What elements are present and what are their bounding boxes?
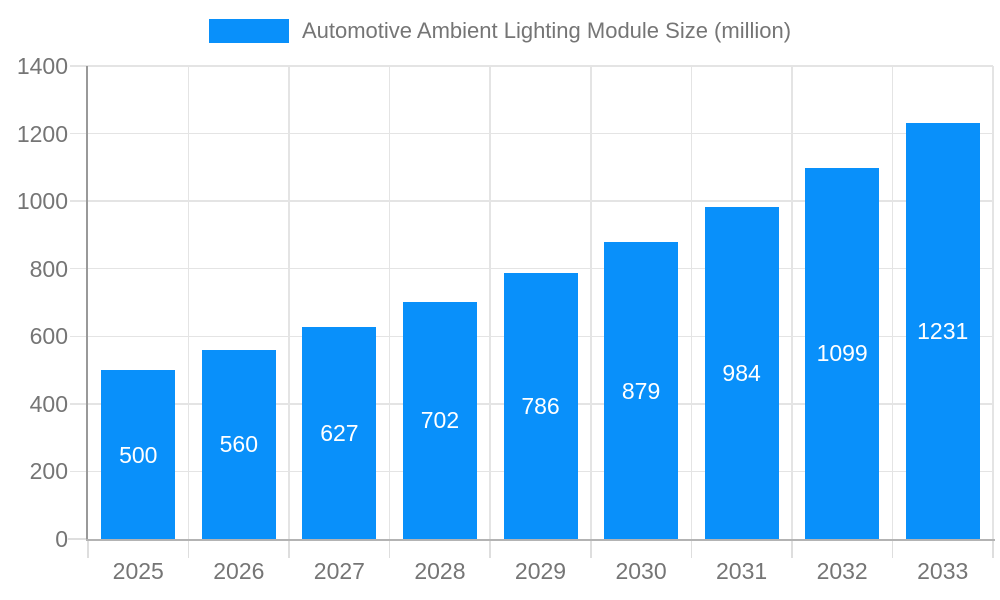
- y-axis-label: 1400: [16, 53, 68, 79]
- x-axis-label: 2027: [313, 558, 365, 584]
- bar[interactable]: [503, 273, 578, 539]
- x-axis-tick: [590, 541, 592, 558]
- gridline-vertical: [690, 66, 693, 539]
- x-axis-label: 2026: [213, 558, 265, 584]
- legend-swatch-icon: [208, 19, 289, 43]
- y-axis-label: 1200: [16, 120, 68, 147]
- x-axis-label: 2031: [716, 558, 768, 584]
- bar[interactable]: [402, 301, 477, 539]
- bar-value-label: 1231: [917, 318, 969, 345]
- y-axis-label: 800: [29, 255, 68, 282]
- bar[interactable]: [604, 242, 679, 539]
- bar[interactable]: [201, 349, 276, 539]
- y-axis-label: 0: [55, 526, 68, 552]
- legend: Automotive Ambient Lighting Module Size …: [0, 17, 1000, 45]
- bar[interactable]: [805, 167, 880, 539]
- x-axis-tick: [992, 541, 994, 558]
- bar-value-label: 560: [219, 431, 259, 458]
- y-axis-label: 600: [29, 323, 68, 350]
- bar-value-label: 500: [119, 441, 158, 468]
- bar-value-label: 879: [621, 377, 661, 404]
- x-axis-tick: [690, 541, 693, 558]
- legend-item[interactable]: Automotive Ambient Lighting Module Size …: [208, 18, 792, 43]
- gridline-horizontal: [70, 200, 993, 202]
- gridline-vertical: [388, 66, 391, 539]
- x-axis-label: 2032: [816, 558, 868, 584]
- bar[interactable]: [302, 327, 377, 539]
- x-axis-tick: [288, 541, 290, 558]
- x-axis-tick: [891, 541, 894, 558]
- x-axis-label: 2030: [615, 558, 667, 584]
- gridline-vertical: [187, 66, 190, 539]
- gridline-horizontal: [70, 267, 993, 270]
- gridline-vertical: [288, 66, 290, 539]
- x-axis-tick: [87, 541, 89, 558]
- bar[interactable]: [905, 123, 980, 539]
- gridline-vertical: [489, 66, 491, 539]
- x-axis-tick: [388, 541, 391, 558]
- legend-label: Automotive Ambient Lighting Module Size …: [301, 18, 792, 43]
- bar-value-label: 984: [722, 359, 761, 386]
- x-axis-tick: [187, 541, 190, 558]
- y-axis-line: [86, 66, 88, 541]
- gridline-vertical: [992, 66, 994, 539]
- gridline-horizontal: [70, 65, 993, 67]
- y-axis-tick: [68, 538, 87, 540]
- x-axis-label: 2025: [112, 558, 164, 584]
- gridline-vertical: [791, 66, 793, 539]
- bar-value-label: 627: [320, 420, 359, 447]
- bar-value-label: 702: [420, 407, 460, 434]
- bar-value-label: 786: [521, 393, 560, 420]
- y-axis-label: 400: [29, 390, 68, 417]
- bar[interactable]: [704, 206, 779, 539]
- x-axis-label: 2028: [414, 558, 466, 584]
- x-axis-tick: [791, 541, 793, 558]
- y-axis-label: 1000: [16, 188, 68, 215]
- gridline-vertical: [891, 66, 894, 539]
- bar-value-label: 1099: [816, 340, 868, 367]
- x-axis-line: [86, 539, 995, 541]
- x-axis-label: 2029: [514, 558, 567, 584]
- gridline-vertical: [590, 66, 592, 539]
- gridline-horizontal: [70, 132, 993, 135]
- x-axis-tick: [489, 541, 491, 558]
- bar[interactable]: [101, 370, 176, 539]
- y-axis-label: 200: [29, 458, 68, 485]
- x-axis-label: 2033: [917, 558, 969, 584]
